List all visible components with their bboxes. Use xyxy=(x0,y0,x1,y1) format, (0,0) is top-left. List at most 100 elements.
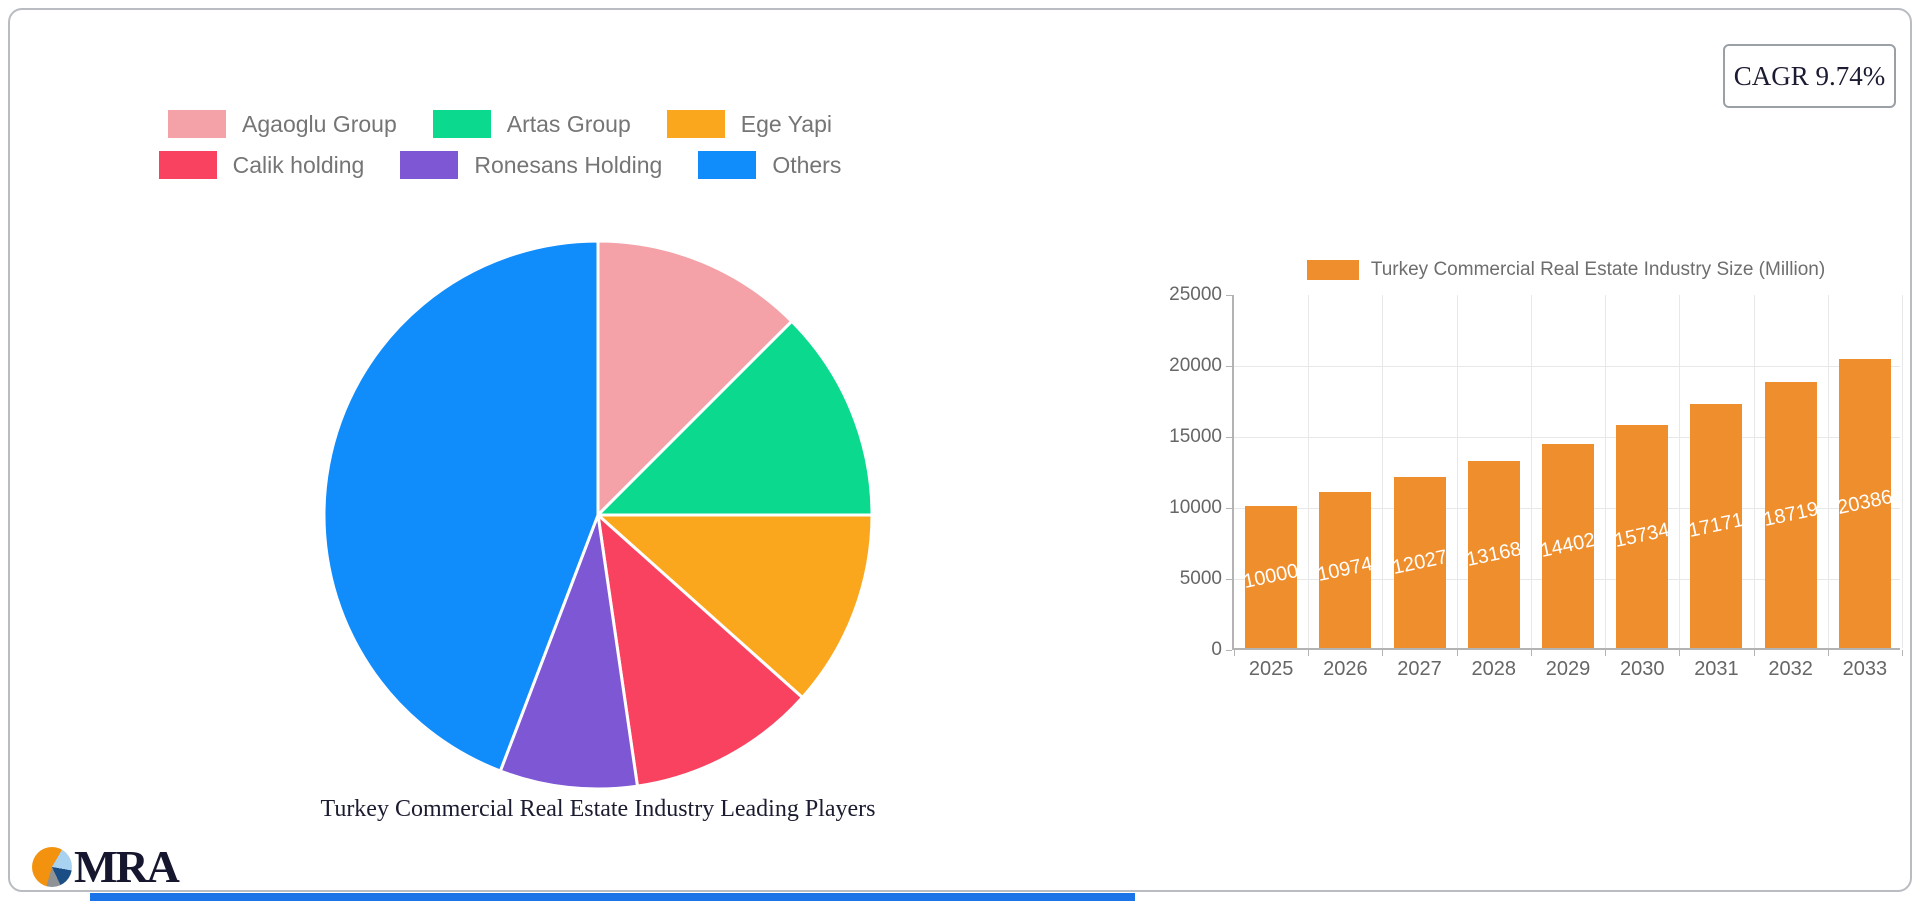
x-axis-category-label: 2032 xyxy=(1768,658,1813,680)
x-axis-category-label: 2029 xyxy=(1545,658,1591,680)
x-axis-tick-mark xyxy=(1456,650,1458,656)
bar-2028[interactable]: 13168 xyxy=(1464,461,1523,648)
chart-card: CAGR 9.74% Agaoglu Group Artas Group Ege Y… xyxy=(8,8,1912,892)
pie-slice-ege-yapi[interactable] xyxy=(596,513,874,699)
bar-2025[interactable]: 10000 xyxy=(1242,506,1300,648)
x-axis-category-label: 2033 xyxy=(1842,658,1888,680)
x-axis-tick-mark xyxy=(1382,650,1384,656)
gridline xyxy=(1902,295,1903,648)
bar-2033[interactable]: 20386 xyxy=(1835,358,1894,648)
cagr-badge: CAGR 9.74% xyxy=(1723,44,1896,108)
x-axis-tick-mark xyxy=(1308,650,1310,656)
y-axis-tick-mark xyxy=(1226,508,1232,509)
x-axis-category-label: 2031 xyxy=(1694,658,1739,680)
bar-value-label: 17171 xyxy=(1686,509,1746,543)
x-axis-category-label: 2027 xyxy=(1397,658,1442,680)
legend-swatch xyxy=(158,151,217,179)
gridline xyxy=(1530,295,1532,648)
gridline xyxy=(1679,295,1681,648)
bar-2026[interactable]: 10974 xyxy=(1316,492,1375,648)
x-axis-tick-mark xyxy=(1679,650,1681,656)
pie-legend-item-agaoglu-group[interactable]: Agaoglu Group xyxy=(168,110,397,138)
pie-legend-row-1: Agaoglu Group Artas Group Ege Yapi xyxy=(168,110,832,138)
bar-2029[interactable]: 14402 xyxy=(1538,443,1597,648)
x-axis-category-label: 2030 xyxy=(1619,658,1665,680)
bar-value-label: 14402 xyxy=(1538,528,1598,562)
legend-swatch xyxy=(698,151,757,179)
legend-label: Others xyxy=(772,151,842,178)
bar-value-label: 10000 xyxy=(1241,559,1301,594)
gridline xyxy=(1234,366,1900,367)
y-axis-tick-mark xyxy=(1226,579,1232,580)
legend-label: Calik holding xyxy=(232,151,365,178)
x-axis-category-label: 2025 xyxy=(1248,658,1294,680)
pie-chart xyxy=(318,235,878,795)
x-axis-tick-mark xyxy=(1605,650,1607,656)
bar-value-label: 20386 xyxy=(1835,486,1895,520)
pie-legend-item-ege-yapi[interactable]: Ege Yapi xyxy=(666,110,832,138)
x-axis-tick-mark xyxy=(1753,650,1755,656)
pie-slice-others[interactable] xyxy=(322,239,600,773)
bar-legend-swatch xyxy=(1306,260,1359,280)
gridline xyxy=(1605,295,1607,648)
pie-legend: Agaoglu Group Artas Group Ege Yapi Calik h… xyxy=(50,110,950,179)
legend-swatch xyxy=(666,110,725,138)
bar-2030[interactable]: 15734 xyxy=(1613,424,1672,648)
pie-slice-agaoglu-group[interactable] xyxy=(596,239,794,517)
bar-value-label: 18719 xyxy=(1761,498,1821,532)
mra-logo: MRA xyxy=(32,841,180,892)
x-axis-tick-mark xyxy=(1234,650,1235,656)
x-axis-category-label: 2028 xyxy=(1471,658,1517,680)
gridline xyxy=(1456,295,1458,648)
y-axis-tick-label: 20000 xyxy=(1169,355,1222,376)
bar-value-label: 12027 xyxy=(1389,545,1449,579)
legend-swatch xyxy=(432,110,491,138)
mra-logo-pie-icon xyxy=(32,847,72,887)
x-axis-category-label: 2026 xyxy=(1323,658,1368,680)
gridline xyxy=(1234,437,1900,438)
legend-swatch xyxy=(168,110,227,138)
gridline xyxy=(1308,295,1310,648)
x-axis-tick-mark xyxy=(1902,650,1903,656)
legend-label: Ronesans Holding xyxy=(474,151,663,178)
y-axis-tick-mark xyxy=(1226,650,1232,651)
pie-legend-item-calik-holding[interactable]: Calik holding xyxy=(158,151,365,179)
pie-svg xyxy=(322,239,874,791)
bar-2031[interactable]: 17171 xyxy=(1687,404,1746,648)
gridline xyxy=(1827,295,1829,648)
mra-logo-text: MRA xyxy=(74,841,180,892)
bar-2032[interactable]: 18719 xyxy=(1761,382,1820,648)
y-axis-tick-label: 15000 xyxy=(1169,426,1222,447)
bar-chart-legend[interactable]: Turkey Commercial Real Estate Industry S… xyxy=(1232,257,1900,283)
x-axis-tick-mark xyxy=(1827,650,1829,656)
pie-chart-title: Turkey Commercial Real Estate Industry L… xyxy=(320,796,876,822)
y-axis-tick-mark xyxy=(1226,295,1232,296)
y-axis-tick-mark xyxy=(1226,437,1232,438)
bar-2027[interactable]: 12027 xyxy=(1390,477,1449,648)
pie-slice-ronesans-holding[interactable] xyxy=(498,513,639,791)
gridline xyxy=(1753,295,1755,648)
bar-value-label: 10974 xyxy=(1315,553,1375,587)
pie-legend-item-artas-group[interactable]: Artas Group xyxy=(432,110,631,138)
legend-label: Agaoglu Group xyxy=(242,110,397,137)
pie-legend-item-others[interactable]: Others xyxy=(698,151,841,179)
y-axis-tick-label: 10000 xyxy=(1169,497,1222,518)
bottom-blue-strip xyxy=(90,893,1135,901)
pie-legend-row-2: Calik holding Ronesans Holding Others xyxy=(158,151,841,179)
x-axis-tick-mark xyxy=(1530,650,1532,656)
pie-slice-artas-group[interactable] xyxy=(596,319,874,517)
legend-label: Ege Yapi xyxy=(740,110,832,137)
legend-swatch xyxy=(400,151,459,179)
bar-chart-plot-area: 0 5000 10000 15000 20000 25000 10000 2025 10974 2… xyxy=(1169,285,1903,680)
y-axis-tick-label: 5000 xyxy=(1179,568,1222,589)
bar-value-label: 13168 xyxy=(1464,537,1524,571)
bar-legend-label: Turkey Commercial Real Estate Industry S… xyxy=(1370,259,1826,280)
bar-value-label: 15734 xyxy=(1612,519,1672,553)
pie-legend-item-ronesans-holding[interactable]: Ronesans Holding xyxy=(400,151,662,179)
gridline xyxy=(1382,295,1384,648)
y-axis-tick-mark xyxy=(1226,366,1232,367)
y-axis-tick-label: 25000 xyxy=(1169,284,1222,305)
pie-slice-calik-holding[interactable] xyxy=(596,513,804,788)
y-axis-tick-label: 0 xyxy=(1211,639,1222,660)
